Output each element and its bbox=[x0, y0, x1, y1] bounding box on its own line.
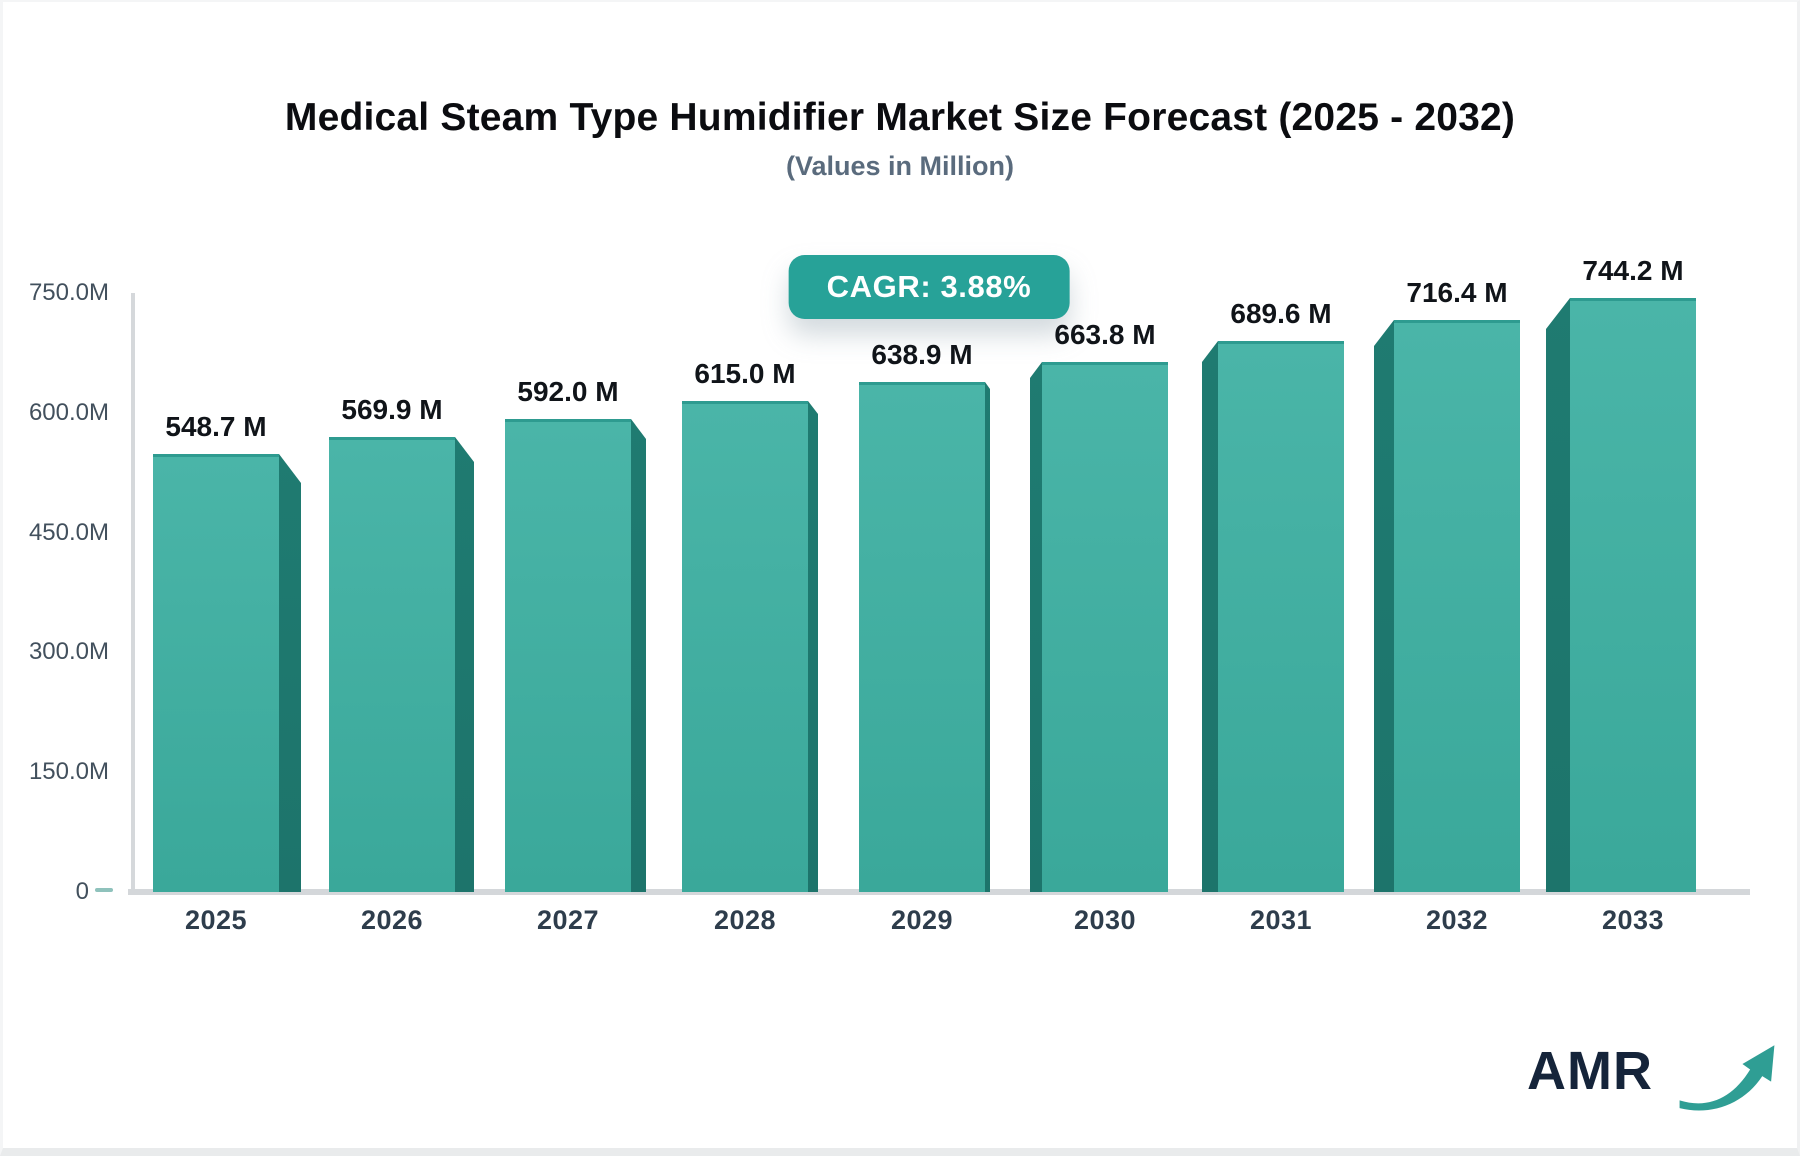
y-tick-label: 300.0M bbox=[28, 638, 109, 666]
bar-2030[interactable] bbox=[1042, 362, 1168, 892]
bar-side-shade bbox=[1202, 341, 1218, 892]
bar-side-shade bbox=[455, 437, 474, 892]
y-tick-label: 150.0M bbox=[28, 758, 109, 786]
y-tick-label: 450.0M bbox=[28, 518, 109, 546]
growth-arrow-icon bbox=[1679, 1045, 1775, 1111]
bar-value-label: 548.7 M bbox=[165, 411, 267, 442]
x-tick-label: 2028 bbox=[713, 905, 777, 935]
amr-logo: AMR bbox=[1527, 1030, 1775, 1126]
bar-side-shade bbox=[279, 454, 301, 892]
bar-value-label: 592.0 M bbox=[517, 376, 619, 407]
bar-2027[interactable] bbox=[505, 419, 631, 892]
y-tick-label: 0 bbox=[75, 878, 89, 905]
y-axis-line bbox=[131, 293, 135, 894]
bar-side-shade bbox=[808, 401, 818, 892]
bar-2032[interactable] bbox=[1394, 320, 1520, 892]
zero-tick-mark bbox=[95, 888, 113, 892]
bar-value-label: 615.0 M bbox=[694, 358, 796, 389]
bar-side-shade bbox=[1374, 320, 1394, 892]
y-tick-label: 750.0M bbox=[28, 279, 109, 306]
amr-logo-text: AMR bbox=[1527, 1041, 1653, 1101]
cagr-badge: CAGR: 3.88% bbox=[788, 255, 1070, 319]
bar-value-label: 663.8 M bbox=[1054, 319, 1156, 350]
bar-side-shade bbox=[631, 419, 646, 892]
bar-side-shade bbox=[1546, 298, 1570, 892]
x-axis-line bbox=[128, 889, 1750, 895]
x-tick-label: 2032 bbox=[1425, 905, 1489, 935]
bar-value-label: 569.9 M bbox=[341, 394, 443, 425]
x-tick-label: 2031 bbox=[1249, 905, 1313, 935]
bar-2025[interactable] bbox=[153, 454, 279, 892]
bar-side-shade bbox=[985, 382, 990, 892]
y-tick-label: 600.0M bbox=[28, 398, 109, 426]
chart-title: Medical Steam Type Humidifier Market Siz… bbox=[284, 96, 1516, 139]
bar-side-shade bbox=[1030, 362, 1042, 892]
bar-value-label: 716.4 M bbox=[1406, 277, 1508, 308]
bar-2029[interactable] bbox=[859, 382, 985, 892]
bar-2033[interactable] bbox=[1570, 298, 1696, 892]
bar-2026[interactable] bbox=[329, 437, 455, 892]
bar-value-label: 638.9 M bbox=[871, 339, 973, 370]
x-tick-label: 2030 bbox=[1073, 905, 1137, 935]
x-tick-label: 2025 bbox=[184, 905, 248, 935]
bar-2028[interactable] bbox=[682, 401, 808, 892]
bar-2031[interactable] bbox=[1218, 341, 1344, 892]
bar-value-label: 744.2 M bbox=[1582, 255, 1684, 286]
bar-value-label: 689.6 M bbox=[1230, 298, 1332, 329]
x-tick-label: 2027 bbox=[536, 905, 600, 935]
x-tick-label: 2026 bbox=[360, 905, 424, 935]
x-tick-label: 2033 bbox=[1601, 905, 1665, 935]
chart-subtitle: (Values in Million) bbox=[785, 151, 1015, 181]
x-tick-label: 2029 bbox=[890, 905, 954, 935]
